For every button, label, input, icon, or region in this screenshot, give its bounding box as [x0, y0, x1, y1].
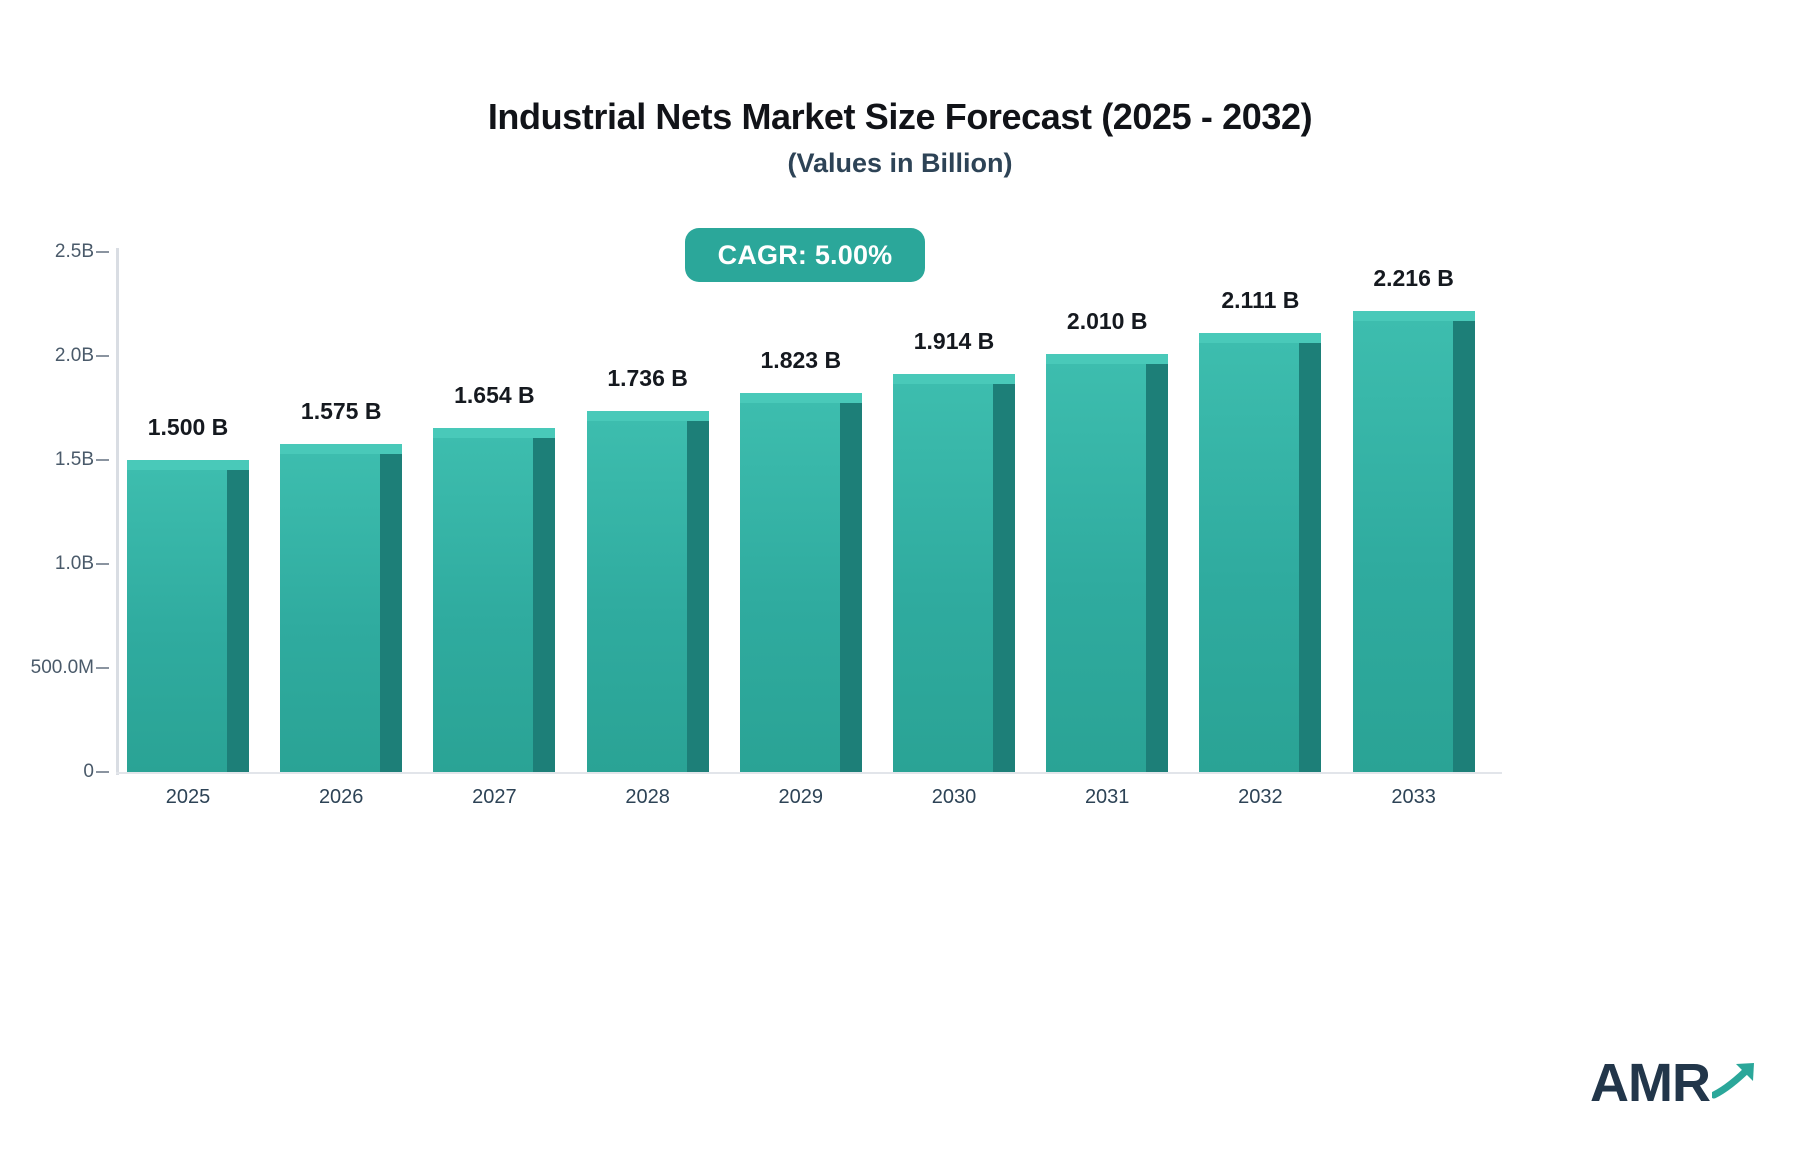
bar-front-face — [586, 420, 687, 772]
y-axis-tick-label: 1.5B — [54, 449, 94, 470]
x-axis-category-label: 2030 — [931, 786, 977, 808]
bar-top-face — [893, 373, 1015, 384]
x-axis-category-label: 2028 — [625, 786, 670, 808]
x-axis-category-label: 2029 — [778, 786, 824, 808]
x-axis-category-label: 2026 — [318, 786, 364, 808]
bar-side-face — [839, 402, 862, 772]
arrow-up-right-icon — [1710, 1059, 1758, 1104]
bar-top-face — [586, 410, 709, 421]
x-axis-category-label: 2027 — [472, 786, 517, 808]
bar — [893, 373, 1015, 772]
bar-top-face — [1046, 353, 1169, 364]
page-title: Industrial Nets Market Size Forecast (20… — [487, 96, 1313, 137]
y-axis-tick-mark — [96, 563, 109, 565]
bar-side-face — [686, 420, 709, 772]
x-axis-category-label: 2033 — [1391, 786, 1436, 808]
bar-side-face — [1299, 342, 1322, 772]
bar — [1046, 353, 1169, 772]
bar-front-face — [739, 402, 840, 772]
bar-front-face — [433, 437, 534, 772]
bar-front-face — [280, 454, 381, 772]
bar-front-face — [127, 470, 227, 772]
bar-front-face — [893, 383, 993, 772]
y-axis-tick-mark — [96, 355, 109, 357]
bar-value-label: 1.736 B — [607, 364, 688, 391]
bar-value-label: 1.823 B — [760, 346, 842, 373]
bar-value-label: 2.216 B — [1373, 265, 1454, 292]
bar — [127, 460, 249, 772]
bar-side-face — [993, 383, 1015, 772]
bar-top-face — [433, 427, 556, 438]
bar-front-face — [1199, 342, 1300, 772]
x-axis-category-label: 2031 — [1084, 786, 1130, 808]
bar-side-face — [227, 470, 249, 772]
bar — [433, 427, 556, 772]
bar-top-face — [1352, 311, 1475, 322]
y-axis-tick-mark — [96, 667, 109, 669]
y-axis-tick-label: 2.0B — [54, 345, 94, 366]
bar-value-label: 1.654 B — [454, 381, 535, 408]
bar-side-face — [1452, 321, 1475, 772]
y-axis-tick-label: 1.0B — [54, 553, 94, 574]
x-axis-category-label: 2025 — [165, 786, 211, 808]
bar-value-label: 2.111 B — [1221, 286, 1300, 313]
amr-logo: AMR — [1590, 1056, 1758, 1110]
bar-top-face — [127, 460, 249, 470]
bar — [1352, 311, 1475, 772]
y-axis-tick-mark — [96, 459, 109, 461]
bar-front-face — [1046, 363, 1147, 772]
bar — [1199, 332, 1322, 772]
bar-value-label: 1.914 B — [913, 327, 995, 354]
y-axis-tick-mark — [96, 771, 109, 773]
x-axis-category-label: 2032 — [1238, 786, 1283, 808]
bar — [280, 444, 403, 772]
y-axis-line — [116, 248, 119, 775]
cagr-badge: CAGR: 5.00% — [685, 228, 925, 282]
bar-value-label: 1.500 B — [147, 414, 229, 440]
y-axis-tick-mark — [96, 251, 109, 253]
bar-front-face — [1352, 321, 1453, 772]
y-axis-tick-label: 500.0M — [30, 657, 94, 678]
bar-side-face — [533, 437, 556, 772]
bar — [586, 410, 709, 772]
bar-value-label: 2.010 B — [1066, 307, 1148, 334]
bar-side-face — [1146, 363, 1169, 772]
x-axis-line — [116, 772, 1502, 774]
bar-top-face — [739, 392, 862, 403]
bar-value-label: 1.575 B — [300, 398, 382, 425]
y-axis-tick-label: 0 — [83, 761, 94, 782]
bar-side-face — [380, 454, 403, 772]
y-axis-tick-label: 2.5B — [54, 241, 94, 262]
bar-top-face — [280, 444, 403, 455]
chart-subtitle: (Values in Billion) — [787, 148, 1013, 178]
bar-top-face — [1199, 332, 1322, 343]
bar — [739, 392, 862, 772]
amr-logo-text: AMR — [1590, 1053, 1711, 1113]
